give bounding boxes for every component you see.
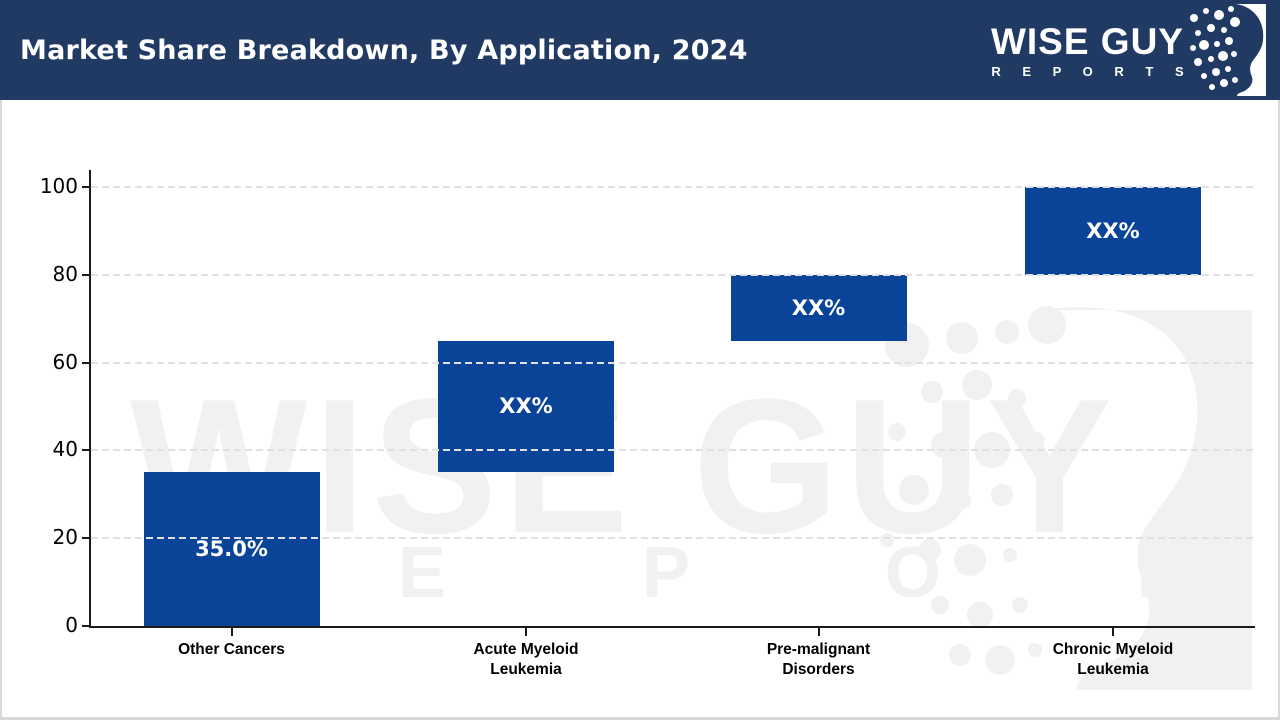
- x-tick-mark: [525, 628, 527, 636]
- x-category-label: Pre-malignant Disorders: [766, 641, 871, 678]
- brand-face-icon: [1190, 4, 1266, 96]
- y-tick-label: 20: [52, 525, 78, 550]
- x-category-label: Other Cancers: [178, 641, 285, 658]
- chart-area: WISE GUY R E P O R T S 02040608010035.0%…: [0, 100, 1280, 720]
- x-tick-mark: [817, 628, 820, 636]
- brand-name: WISE GUY: [990, 20, 1184, 62]
- y-tick-mark: [82, 273, 89, 276]
- y-tick-label: 40: [52, 437, 78, 462]
- watermark-face-icon: [880, 306, 1252, 690]
- x-tick-mark: [230, 628, 233, 636]
- gridline: [91, 537, 1255, 540]
- bar-segment: 35.0%: [143, 472, 320, 626]
- bar-value-label: 35.0%: [195, 537, 268, 562]
- page-title: Market Share Breakdown, By Application, …: [20, 34, 748, 66]
- gridline: [91, 361, 1255, 364]
- x-category-label: Chronic Myeloid Leukemia: [1052, 641, 1174, 678]
- y-axis-line: [89, 170, 91, 628]
- gridline: [91, 449, 1255, 452]
- y-tick-mark: [82, 537, 89, 540]
- x-axis-line: [89, 626, 1255, 628]
- y-tick-mark: [82, 361, 89, 364]
- y-tick-mark: [82, 186, 89, 188]
- bar-value-label: XX%: [1086, 218, 1140, 243]
- brand-logo: WISE GUY R E P O R T S: [991, 0, 1266, 100]
- y-tick-mark: [82, 625, 89, 627]
- bar-segment: XX%: [730, 274, 907, 341]
- y-tick-label: 0: [65, 613, 78, 637]
- bar-segment: XX%: [438, 340, 614, 473]
- x-category-label: Acute Myeloid Leukemia: [473, 641, 579, 678]
- y-tick-label: 60: [52, 349, 78, 374]
- brand-subname: R E P O R T S: [991, 63, 1193, 79]
- header-bar: Market Share Breakdown, By Application, …: [0, 0, 1280, 100]
- bar-segment: XX%: [1025, 187, 1201, 275]
- y-tick-label: 80: [52, 261, 78, 286]
- y-tick-mark: [82, 449, 89, 452]
- gridline: [91, 273, 1255, 276]
- bar-value-label: XX%: [499, 394, 553, 419]
- gridline: [91, 186, 1255, 188]
- bar-value-label: XX%: [791, 295, 846, 320]
- y-tick-label: 100: [39, 174, 78, 198]
- brand-logo-text: WISE GUY R E P O R T S: [991, 23, 1184, 78]
- watermark-subtext: R E P O R T S: [150, 533, 1278, 613]
- x-tick-mark: [1112, 628, 1114, 636]
